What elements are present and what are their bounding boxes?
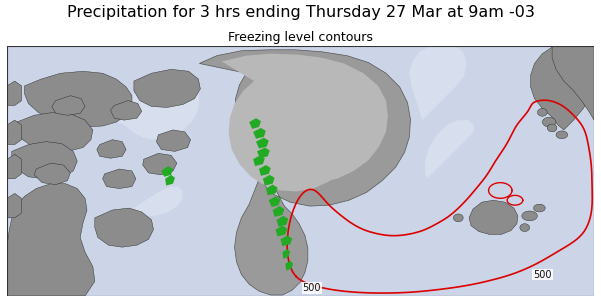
Polygon shape	[112, 73, 200, 140]
Polygon shape	[7, 154, 22, 179]
Polygon shape	[409, 46, 466, 120]
Polygon shape	[453, 214, 463, 222]
Polygon shape	[52, 96, 85, 115]
Polygon shape	[134, 186, 183, 216]
Polygon shape	[142, 153, 177, 175]
Polygon shape	[266, 185, 278, 195]
Polygon shape	[522, 211, 537, 221]
Polygon shape	[276, 226, 287, 237]
Text: 500: 500	[302, 283, 321, 293]
Polygon shape	[257, 147, 270, 158]
Polygon shape	[269, 196, 281, 207]
Polygon shape	[543, 117, 556, 127]
Polygon shape	[281, 235, 292, 246]
Polygon shape	[12, 141, 78, 179]
Text: 500: 500	[533, 269, 552, 279]
Polygon shape	[7, 81, 22, 105]
Polygon shape	[161, 166, 173, 177]
Polygon shape	[134, 69, 200, 107]
Text: Freezing level contours: Freezing level contours	[228, 31, 373, 44]
Polygon shape	[17, 112, 93, 151]
Polygon shape	[200, 50, 410, 295]
Polygon shape	[253, 155, 265, 166]
Polygon shape	[7, 193, 22, 218]
Polygon shape	[273, 206, 284, 217]
Polygon shape	[7, 120, 22, 144]
Polygon shape	[103, 169, 136, 189]
Polygon shape	[285, 261, 293, 271]
Polygon shape	[7, 184, 95, 296]
Polygon shape	[256, 138, 269, 149]
Text: Precipitation for 3 hrs ending Thursday 27 Mar at 9am -03: Precipitation for 3 hrs ending Thursday …	[67, 5, 534, 20]
Polygon shape	[425, 120, 474, 179]
Polygon shape	[531, 46, 594, 130]
Polygon shape	[97, 140, 126, 158]
Polygon shape	[469, 200, 518, 234]
Polygon shape	[249, 118, 261, 129]
Polygon shape	[156, 130, 191, 151]
Polygon shape	[95, 208, 153, 247]
Polygon shape	[520, 224, 529, 231]
Polygon shape	[253, 128, 266, 139]
Polygon shape	[263, 175, 275, 186]
Polygon shape	[7, 46, 594, 296]
Polygon shape	[259, 165, 270, 176]
Polygon shape	[111, 101, 142, 120]
Polygon shape	[165, 175, 175, 186]
Polygon shape	[34, 163, 70, 185]
Polygon shape	[25, 71, 132, 127]
Polygon shape	[222, 54, 388, 192]
Polygon shape	[556, 131, 568, 139]
Polygon shape	[548, 124, 557, 132]
Polygon shape	[282, 249, 290, 259]
Polygon shape	[537, 108, 547, 116]
Polygon shape	[552, 46, 594, 120]
Polygon shape	[534, 204, 545, 212]
Polygon shape	[276, 216, 288, 227]
